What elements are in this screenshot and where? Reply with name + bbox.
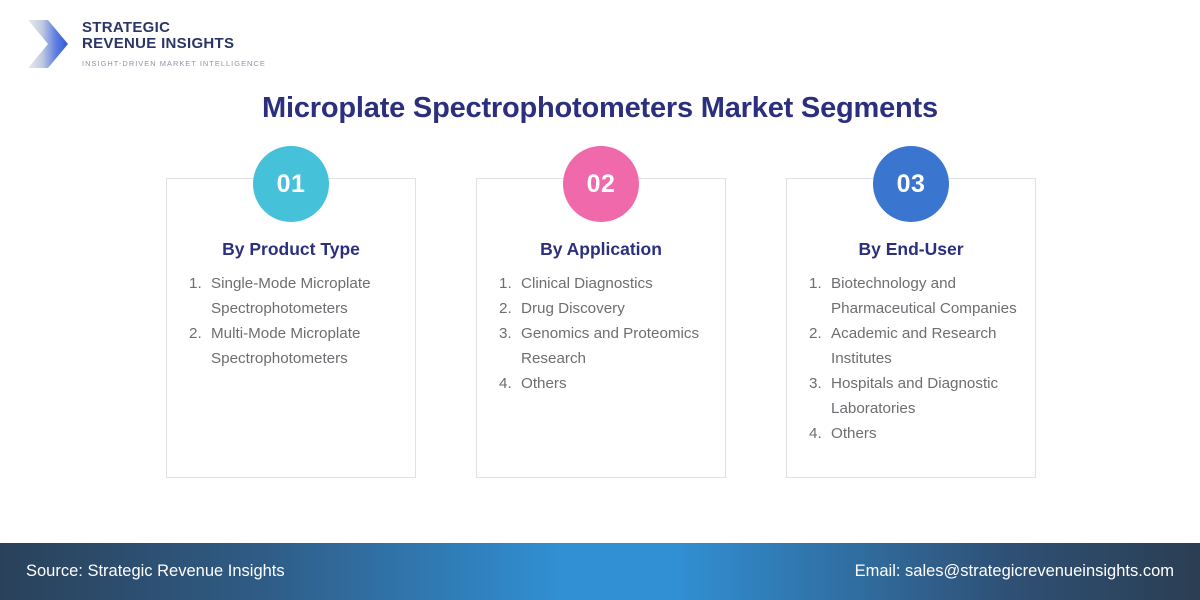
list-number: 1. bbox=[189, 275, 202, 292]
list-number: 2. bbox=[189, 325, 202, 342]
logo-line-1: STRATEGIC bbox=[82, 18, 171, 36]
list-text: Clinical Diagnostics bbox=[521, 275, 653, 292]
list-text: Biotechnology and Pharmaceutical Compani… bbox=[831, 275, 1017, 317]
list-item: 2. Multi-Mode Microplate Spectrophotomete… bbox=[189, 321, 405, 371]
list-number: 3. bbox=[499, 325, 512, 342]
segment-card-application: 02 By Application 1. Clinical Diagnostics… bbox=[476, 146, 726, 478]
list-text: Others bbox=[831, 425, 877, 442]
segment-badge-02: 02 bbox=[563, 146, 639, 222]
footer-email: Email: sales@strategicrevenueinsights.co… bbox=[854, 562, 1174, 580]
list-number: 1. bbox=[809, 275, 822, 292]
chevron-right-icon bbox=[28, 20, 68, 68]
list-text: Drug Discovery bbox=[521, 300, 625, 317]
segment-badge-01: 01 bbox=[253, 146, 329, 222]
segment-cards: 01 By Product Type 1. Single-Mode Micropl… bbox=[166, 146, 1036, 478]
list-item: 4. Others bbox=[499, 371, 715, 396]
list-item: 4. Others bbox=[809, 421, 1025, 446]
segment-list-product-type: 1. Single-Mode Microplate Spectrophotomet… bbox=[189, 271, 405, 371]
list-number: 2. bbox=[809, 325, 822, 342]
list-text: Single-Mode Microplate Spectrophotometer… bbox=[211, 275, 371, 317]
brand-logo: STRATEGIC REVENUE INSIGHTS INSIGHT-DRIVE… bbox=[24, 18, 266, 70]
list-number: 4. bbox=[809, 425, 822, 442]
list-text: Hospitals and Diagnostic Laboratories bbox=[831, 375, 999, 417]
segment-heading-end-user: By End-User bbox=[858, 239, 964, 259]
list-item: 1. Single-Mode Microplate Spectrophotomet… bbox=[189, 271, 405, 321]
list-item: 1. Biotechnology and Pharmaceutical Compa… bbox=[809, 271, 1025, 321]
list-text: Genomics and Proteomics Research bbox=[521, 325, 700, 367]
list-text: Others bbox=[521, 375, 567, 392]
list-item: 1. Clinical Diagnostics bbox=[499, 271, 715, 296]
list-text: Academic and Research Institutes bbox=[831, 325, 997, 367]
footer-bar: Source: Strategic Revenue Insights Email… bbox=[0, 543, 1200, 600]
segment-list-application: 1. Clinical Diagnostics 2. Drug Discovery … bbox=[499, 271, 715, 396]
segment-heading-application: By Application bbox=[540, 239, 662, 259]
list-item: 2. Drug Discovery bbox=[499, 296, 715, 321]
list-number: 1. bbox=[499, 275, 512, 292]
list-text: Multi-Mode Microplate Spectrophotometers bbox=[211, 325, 361, 367]
list-number: 3. bbox=[809, 375, 822, 392]
page-title: Microplate Spectrophotometers Market Seg… bbox=[262, 92, 938, 124]
segment-card-product-type: 01 By Product Type 1. Single-Mode Micropl… bbox=[166, 146, 416, 478]
logo-tagline: INSIGHT-DRIVEN MARKET INTELLIGENCE bbox=[82, 59, 266, 69]
list-number: 4. bbox=[499, 375, 512, 392]
footer-source: Source: Strategic Revenue Insights bbox=[26, 562, 285, 580]
list-number: 2. bbox=[499, 300, 512, 317]
list-item: 2. Academic and Research Institutes bbox=[809, 321, 1025, 371]
segment-list-end-user: 1. Biotechnology and Pharmaceutical Compa… bbox=[809, 271, 1025, 446]
logo-line-2: REVENUE INSIGHTS bbox=[82, 35, 235, 52]
segment-heading-product-type: By Product Type bbox=[222, 239, 360, 259]
segment-badge-03: 03 bbox=[873, 146, 949, 222]
list-item: 3. Genomics and Proteomics Research bbox=[499, 321, 715, 371]
list-item: 3. Hospitals and Diagnostic Laboratories bbox=[809, 371, 1025, 421]
segment-card-end-user: 03 By End-User 1. Biotechnology and Pharm… bbox=[786, 146, 1036, 478]
